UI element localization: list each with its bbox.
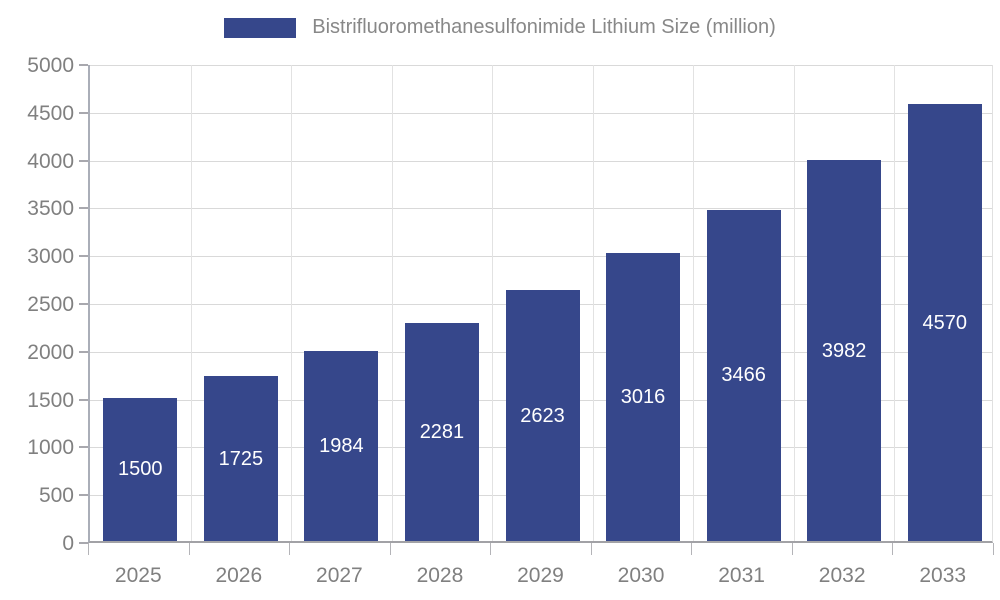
bar: 1500 — [103, 397, 178, 541]
x-axis-tick-label: 2027 — [316, 564, 363, 587]
y-axis-tick-label: 5000 — [27, 54, 74, 77]
x-tick-mark — [490, 543, 492, 555]
y-axis-tick-label: 1000 — [27, 436, 74, 460]
y-tick-mark — [79, 64, 88, 66]
y-tick-mark — [79, 398, 88, 401]
y-axis-tick-label: 4000 — [27, 149, 74, 173]
x-tick-mark — [791, 543, 793, 555]
y-tick-mark — [79, 446, 88, 449]
y-axis-tick-label: 500 — [38, 484, 74, 508]
x-axis-tick-label: 2033 — [919, 564, 967, 587]
y-axis-tick-label: 3500 — [27, 197, 74, 221]
x-axis-tick-label: 2025 — [114, 564, 162, 587]
y-tick-mark — [79, 494, 88, 497]
v-gridline — [492, 65, 494, 541]
bar: 2281 — [404, 322, 479, 541]
legend-label: Bistrifluoromethanesulfonimide Lithium S… — [312, 16, 776, 38]
x-tick-mark — [691, 543, 693, 555]
x-axis-tick-label: 2031 — [718, 564, 765, 587]
h-gridline — [90, 208, 992, 210]
bar: 2623 — [505, 290, 580, 541]
y-axis-tick-label: 2500 — [27, 293, 74, 316]
x-axis-tick-label: 2030 — [617, 564, 665, 587]
v-gridline — [391, 65, 393, 541]
v-gridline — [693, 65, 695, 541]
x-tick-mark — [188, 543, 190, 555]
bar: 3982 — [807, 160, 882, 541]
bar-value-label: 1500 — [118, 458, 163, 481]
plot-area: 1500 1725 1984 2281 2623 3016 3466 3982 4570 — [88, 65, 993, 543]
chart-legend[interactable]: Bistrifluoromethanesulfonimide Lithium S… — [0, 16, 1000, 39]
x-tick-mark — [88, 543, 89, 555]
bar-value-label: 3982 — [821, 339, 867, 362]
x-tick-mark — [389, 543, 391, 555]
bar: 3466 — [706, 209, 781, 541]
x-tick-mark — [993, 543, 994, 555]
x-axis-tick-label: 2026 — [215, 564, 263, 587]
y-axis-tick-label: 2000 — [27, 340, 74, 364]
y-axis-tick-label: 1500 — [27, 388, 74, 412]
x-tick-mark — [590, 543, 592, 555]
h-gridline — [90, 256, 992, 258]
v-gridline — [894, 65, 896, 541]
h-gridline — [90, 65, 992, 66]
h-gridline — [90, 160, 992, 162]
bar-value-label: 2281 — [419, 420, 465, 443]
v-gridline — [291, 65, 293, 541]
y-tick-mark — [79, 542, 88, 544]
y-axis-tick-label: 4500 — [27, 101, 74, 125]
bar-value-label: 3016 — [620, 385, 666, 408]
h-gridline — [90, 112, 992, 114]
bar-value-label: 1725 — [218, 447, 264, 470]
y-tick-mark — [79, 303, 88, 305]
v-gridline — [592, 65, 594, 541]
v-gridline — [190, 65, 192, 541]
y-tick-mark — [79, 350, 88, 353]
bar: 1984 — [304, 351, 379, 541]
v-gridline — [793, 65, 795, 541]
y-axis-tick-label: 3000 — [27, 245, 74, 269]
x-axis-tick-label: 2029 — [517, 564, 564, 587]
bar-value-label: 4570 — [922, 311, 967, 334]
y-tick-mark — [79, 159, 88, 162]
y-tick-mark — [79, 207, 88, 210]
bar: 4570 — [907, 104, 982, 541]
bar-value-label: 3466 — [721, 364, 766, 387]
y-tick-mark — [79, 111, 88, 114]
x-axis-tick-label: 2032 — [818, 564, 866, 587]
x-tick-mark — [289, 543, 291, 555]
bar-value-label: 1984 — [319, 435, 364, 458]
y-tick-mark — [79, 255, 88, 258]
bar: 3016 — [606, 252, 681, 541]
bar-value-label: 2623 — [520, 404, 565, 427]
x-tick-mark — [892, 543, 894, 555]
bar: 1725 — [203, 376, 278, 541]
legend-swatch-icon — [224, 17, 297, 38]
x-axis-tick-label: 2028 — [416, 564, 464, 587]
y-axis-tick-label: 0 — [62, 532, 74, 555]
